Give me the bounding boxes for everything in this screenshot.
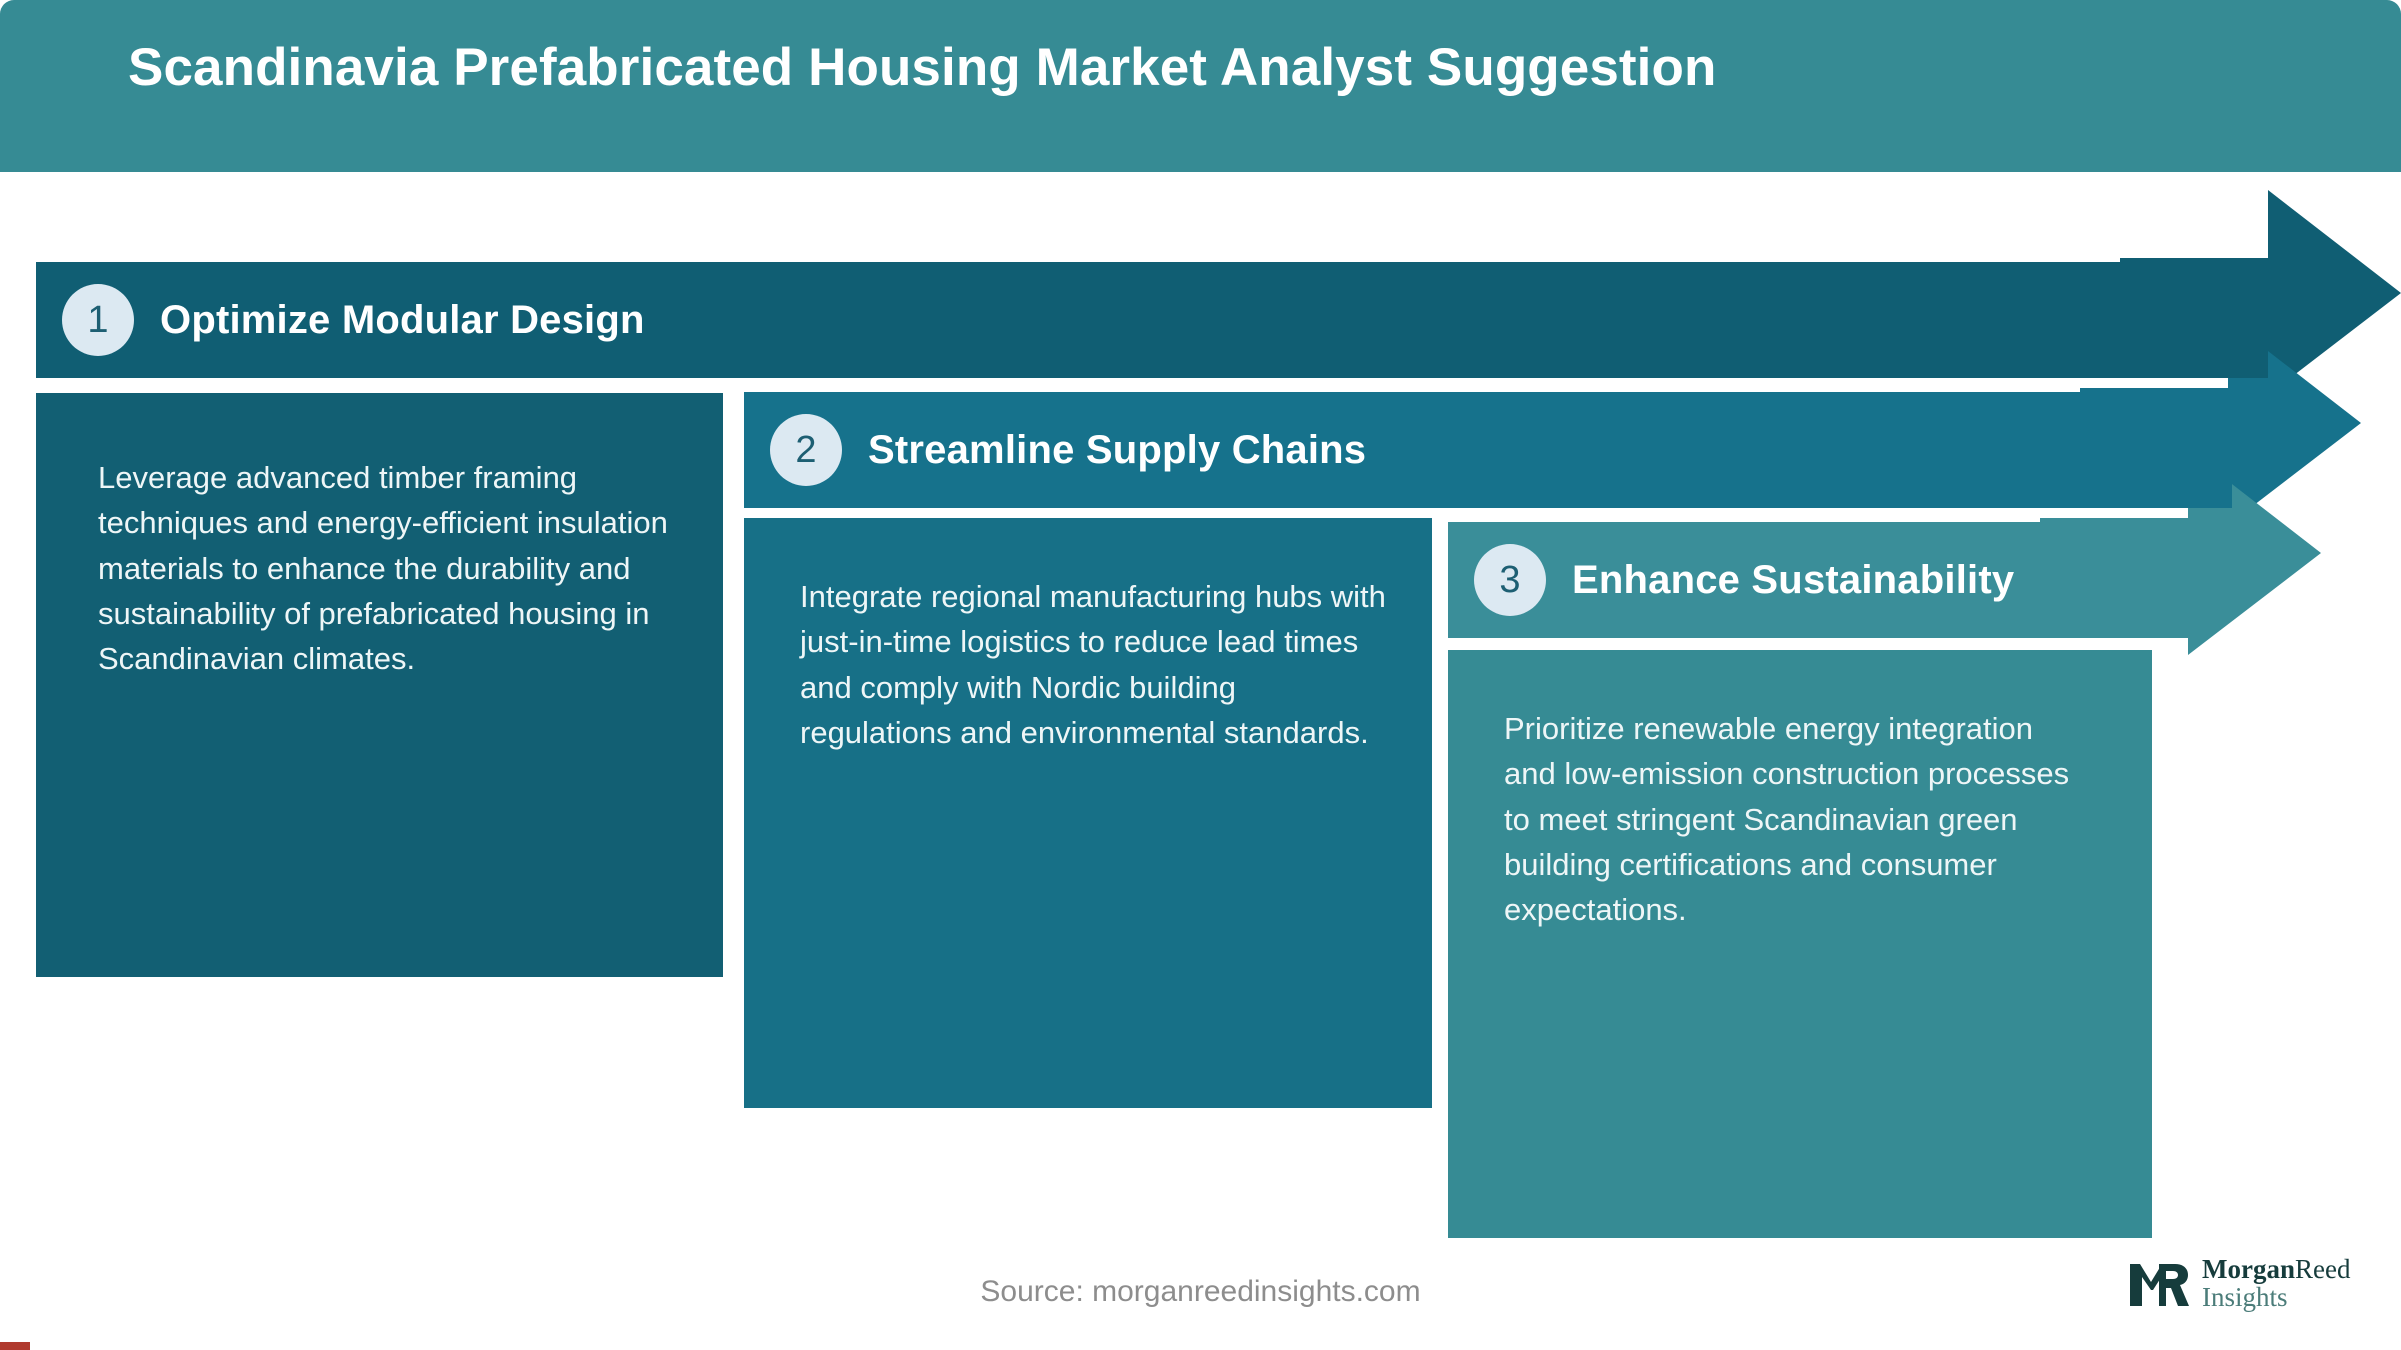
step-description-1: Leverage advanced timber framing techniq… [98,460,668,676]
step-badge-2-number: 2 [795,428,817,471]
brand-logo: MorganReed Insights [2128,1254,2351,1312]
logo-text: MorganReed Insights [2202,1254,2351,1312]
step-badge-1: 1 [62,284,134,356]
step-description-2: Integrate regional manufacturing hubs wi… [800,579,1386,750]
logo-brand-sub: Insights [2202,1281,2288,1312]
step-band-3[interactable]: 3 Enhance Sustainability [1448,522,2192,638]
step-card-2: Integrate regional manufacturing hubs wi… [744,518,1432,1108]
logo-brand-bold: Morgan [2202,1254,2295,1284]
mr-monogram-icon [2130,1263,2189,1306]
bottom-accent-bar [0,1342,30,1350]
step-badge-1-number: 1 [87,298,109,341]
step-badge-3: 3 [1474,544,1546,616]
step-description-3: Prioritize renewable energy integration … [1504,711,2070,927]
step-band-1[interactable]: 1 Optimize Modular Design [36,262,2268,378]
step-title-2: Streamline Supply Chains [868,427,1367,472]
step-title-1: Optimize Modular Design [160,297,645,342]
source-note: Source: morganreedinsights.com [980,1275,1421,1308]
step-card-3: Prioritize renewable energy integration … [1448,650,2152,1238]
header-bar: Scandinavia Prefabricated Housing Market… [0,0,2401,172]
step-card-1: Leverage advanced timber framing techniq… [36,393,723,977]
step-badge-2: 2 [770,414,842,486]
logo-brand-line: MorganReed [2202,1254,2351,1284]
step-badge-3-number: 3 [1499,558,1521,601]
logo-brand-light: Reed [2294,1254,2351,1284]
page-title: Scandinavia Prefabricated Housing Market… [128,38,1717,97]
step-band-2[interactable]: 2 Streamline Supply Chains [744,392,2232,508]
step-title-3: Enhance Sustainability [1572,557,2015,602]
